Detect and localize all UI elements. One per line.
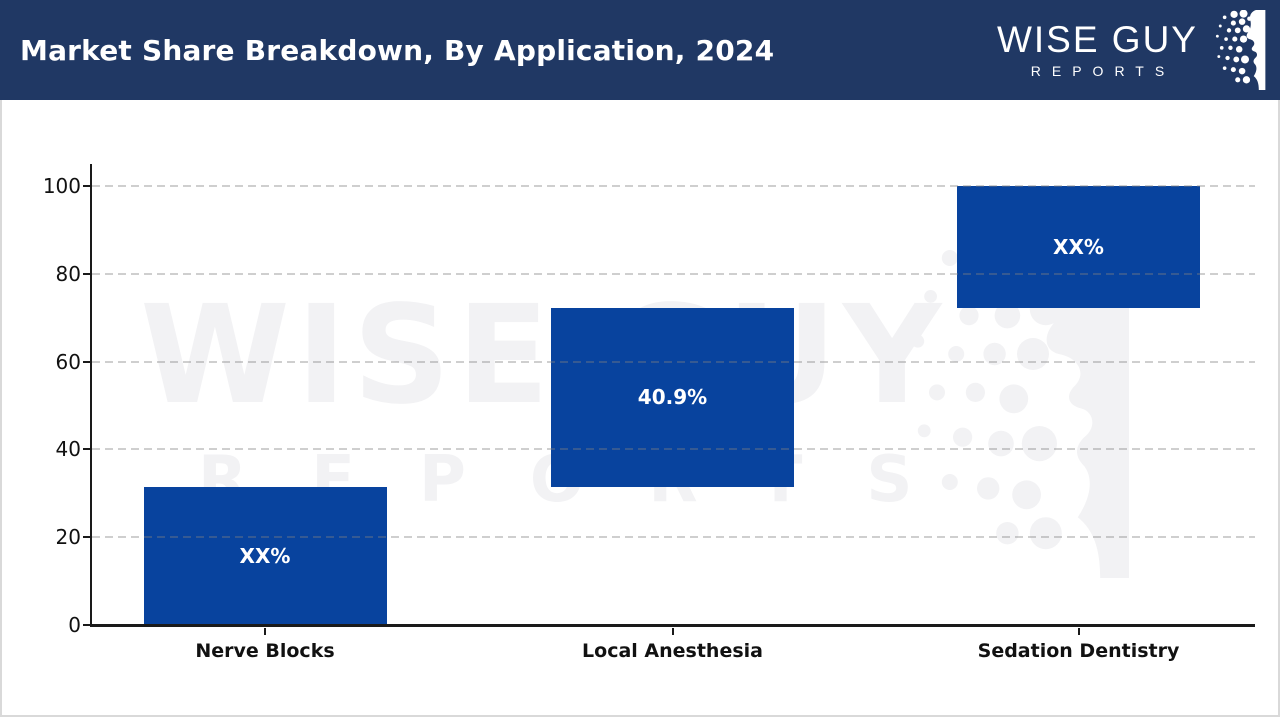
y-tick-20 (83, 536, 90, 539)
gridline-60 (92, 360, 1255, 363)
y-tick-100 (83, 185, 90, 187)
y-tick-label-40: 40 (55, 437, 81, 462)
brand-logo: WISE GUY REPORTS (997, 10, 1266, 90)
y-tick-80 (83, 272, 90, 275)
face-dots-icon (1215, 10, 1266, 90)
logo-subtext: REPORTS (1030, 63, 1176, 79)
y-tick-label-100: 100 (42, 174, 81, 198)
category-label-1: Local Anesthesia (582, 640, 763, 662)
bar-value-label: XX% (1053, 234, 1104, 259)
y-tick-label-60: 60 (55, 349, 81, 374)
x-tick-0 (264, 628, 266, 635)
y-tick-60 (83, 360, 90, 363)
gridline-20 (92, 536, 1255, 539)
logo-wordmark: WISE GUY (996, 19, 1198, 60)
y-tick-40 (83, 448, 90, 451)
y-axis-line (90, 164, 92, 627)
bar-sedation-dentistry: XX% (957, 186, 1200, 308)
category-label-2: Sedation Dentistry (977, 640, 1180, 662)
y-tick-0 (83, 624, 90, 626)
page-title: Market Share Breakdown, By Application, … (20, 33, 775, 67)
bar-nerve-blocks: XX% (143, 487, 387, 625)
header-bar: Market Share Breakdown, By Application, … (0, 0, 1280, 100)
category-label-0: Nerve Blocks (195, 640, 335, 662)
gridline-80 (92, 272, 1255, 275)
x-tick-2 (1077, 628, 1080, 635)
x-axis-line (90, 624, 1255, 627)
x-tick-1 (671, 628, 674, 635)
gridline-40 (92, 448, 1255, 451)
y-tick-label-0: 0 (68, 613, 81, 637)
gridline-100 (92, 185, 1255, 187)
y-tick-label-20: 20 (55, 525, 81, 550)
bar-value-label: XX% (239, 544, 291, 569)
bar-value-label: 40.9% (637, 385, 708, 410)
y-tick-label-80: 80 (55, 261, 81, 286)
plot-area: 0 20 40 60 80 100 XX% Nerve Blocks 40.9% Local An… (2, 100, 1278, 715)
bar-local-anesthesia: 40.9% (551, 307, 794, 488)
